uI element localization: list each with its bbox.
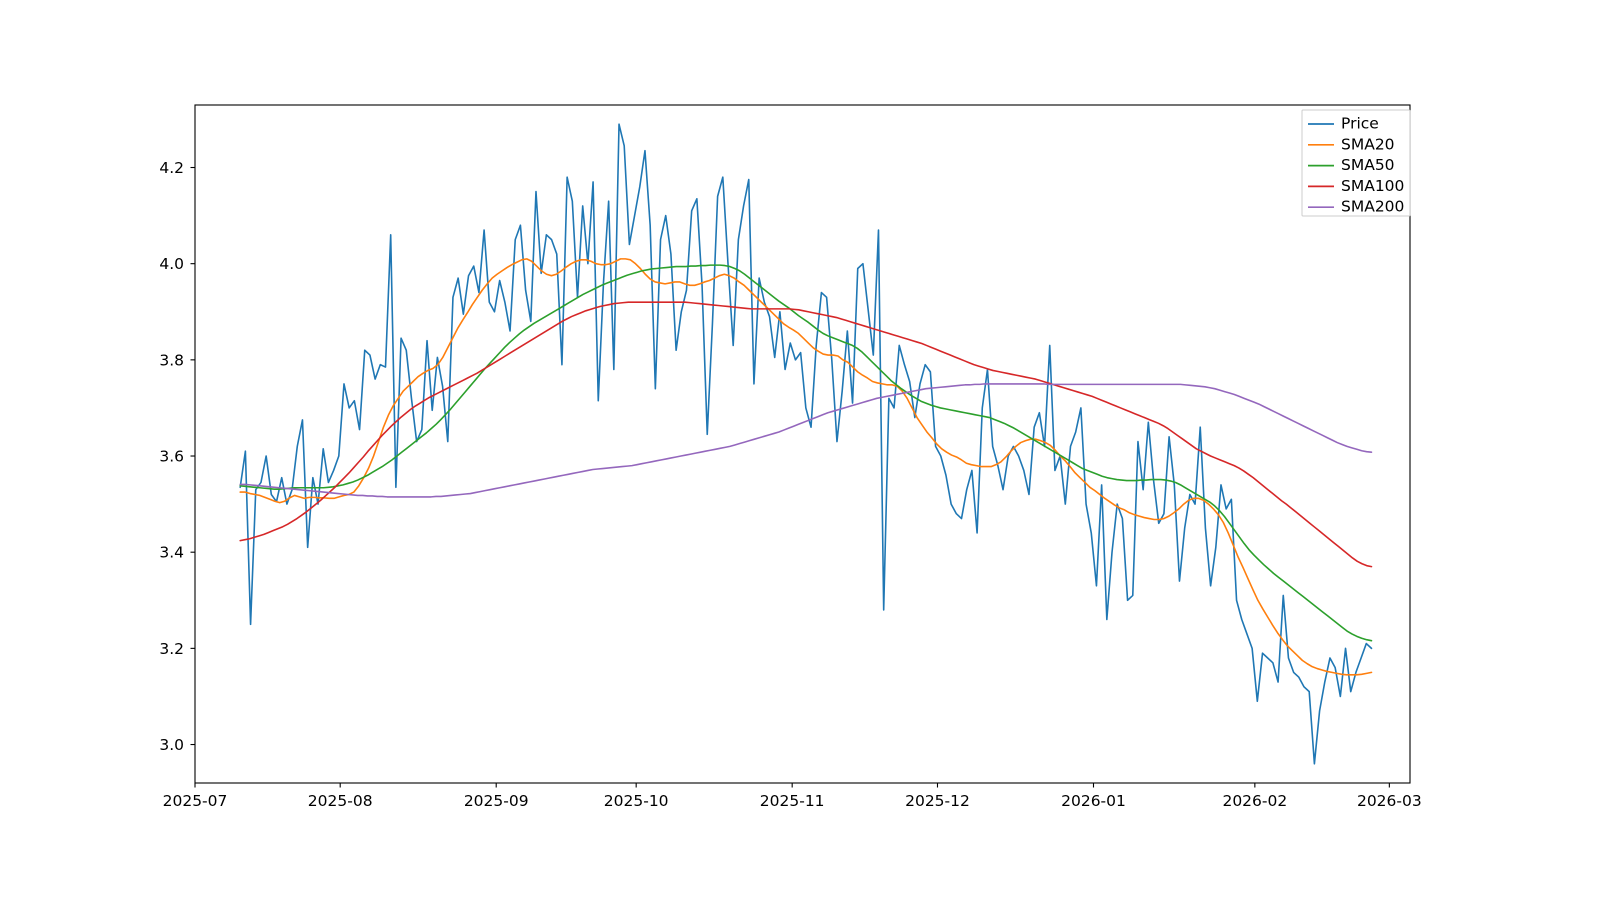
y-tick-label: 3.6 <box>159 448 184 466</box>
y-tick-label: 3.2 <box>159 640 184 658</box>
legend-label-price: Price <box>1341 115 1379 133</box>
axes-frame <box>194 104 1411 784</box>
x-tick-label: 2025-09 <box>464 792 529 810</box>
legend-label-sma20: SMA20 <box>1341 135 1395 153</box>
series-line-sma20 <box>239 258 1373 676</box>
y-tick-label: 4.2 <box>159 159 184 177</box>
data-series-group <box>239 123 1373 765</box>
x-tick-label: 2025-10 <box>604 792 669 810</box>
series-line-sma200 <box>239 383 1373 498</box>
y-tick-label: 3.4 <box>159 544 184 562</box>
legend-label-sma100: SMA100 <box>1341 177 1404 195</box>
legend-label-sma200: SMA200 <box>1341 198 1404 216</box>
series-line-sma50 <box>239 264 1373 642</box>
x-tick-label: 2025-11 <box>760 792 825 810</box>
x-tick-label: 2026-03 <box>1357 792 1422 810</box>
x-tick-label: 2025-08 <box>308 792 373 810</box>
y-tick-label: 3.0 <box>159 736 184 754</box>
legend-background <box>1301 109 1411 217</box>
y-tick-label: 3.8 <box>159 351 184 369</box>
x-tick-label: 2026-02 <box>1222 792 1287 810</box>
series-line-price <box>239 123 1373 765</box>
series-line-sma100 <box>239 301 1373 568</box>
legend-label-sma50: SMA50 <box>1341 156 1395 174</box>
y-axis-ticks: 3.0 3.2 3.4 3.6 3.8 4.0 4.2 <box>159 159 195 754</box>
x-tick-label: 2026-01 <box>1061 792 1126 810</box>
x-tick-label: 2025-12 <box>905 792 970 810</box>
chart-legend: Price SMA20 SMA50 SMA100 SMA200 <box>1301 109 1411 217</box>
x-tick-label: 2025-07 <box>163 792 228 810</box>
x-axis-ticks: 2025-07 2025-08 2025-09 2025-10 2025-11 2025-… <box>163 783 1422 810</box>
y-tick-label: 4.0 <box>159 255 184 273</box>
